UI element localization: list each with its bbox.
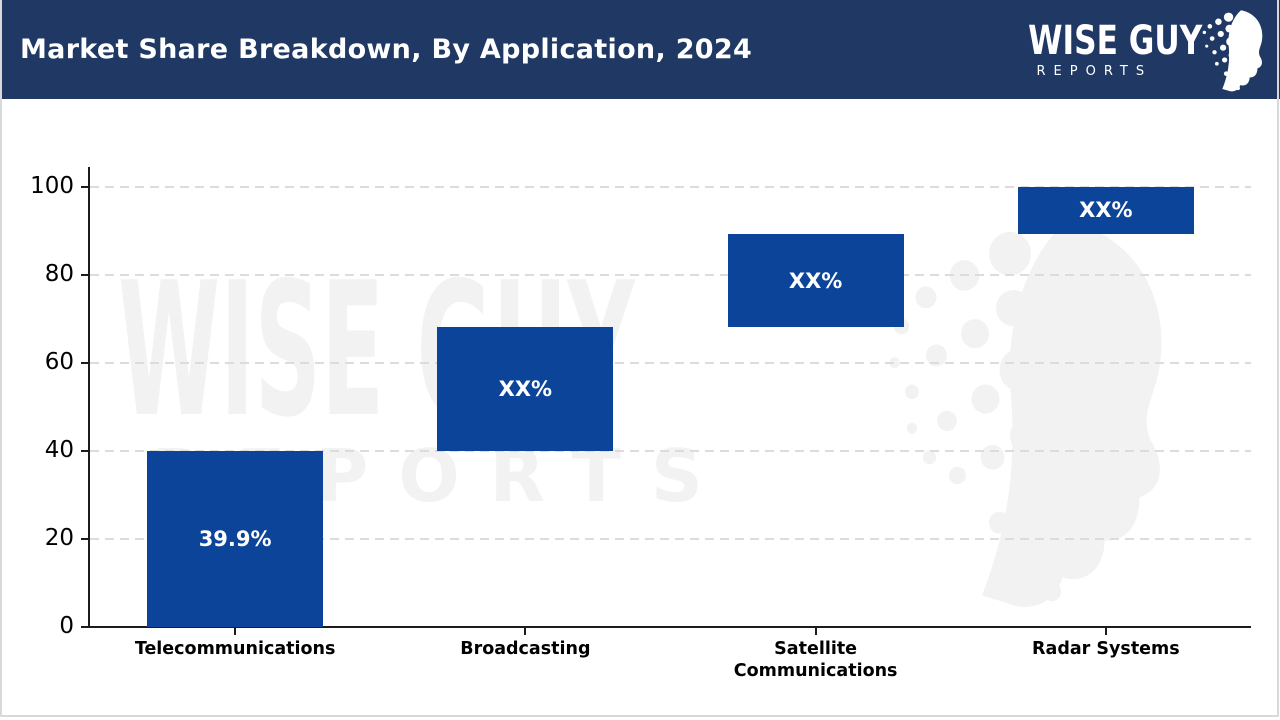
brand-reports-text: REPORTS — [1036, 64, 1153, 79]
y-tick-mark-60 — [81, 361, 89, 364]
y-tick-mark-0 — [81, 626, 89, 628]
bar-satellite-communications: XX% — [727, 233, 904, 328]
y-tick-label-60: 60 — [44, 348, 74, 375]
y-tick-mark-20 — [81, 537, 89, 540]
gridline-20 — [90, 537, 1251, 540]
y-tick-label-40: 40 — [44, 436, 74, 463]
x-category-label: Broadcasting — [460, 639, 591, 659]
gridline-60 — [90, 361, 1251, 364]
brand-head-icon — [1202, 10, 1263, 92]
y-tick-mark-100 — [81, 185, 89, 188]
brand-logo-text: WISE GUY REPORTS — [979, 21, 1202, 79]
y-tick-label-80: 80 — [44, 260, 74, 287]
y-tick-label-100: 100 — [30, 172, 74, 199]
gridline-40 — [90, 449, 1251, 452]
bar-broadcasting: XX% — [437, 327, 614, 452]
x-category-label: Radar Systems — [1032, 639, 1180, 659]
x-category-label: Satellite Communications — [733, 639, 898, 681]
x-category-label: Telecommunications — [134, 639, 336, 659]
x-tick-mark-1 — [234, 628, 237, 635]
header-band: Market Share Breakdown, By Application, … — [0, 0, 1280, 99]
gridline-80 — [90, 273, 1251, 276]
bar-value-label: XX% — [1079, 198, 1133, 223]
y-tick-label-0: 0 — [59, 613, 74, 639]
brand-logo: WISE GUY REPORTS — [979, 6, 1266, 94]
y-axis-line — [88, 167, 90, 628]
watermark-head-icon — [889, 220, 1162, 607]
brand-wordmark: WISE GUY — [1027, 18, 1202, 64]
bar-radar-systems: XX% — [1017, 186, 1194, 234]
x-tick-mark-4 — [1104, 628, 1107, 635]
x-tick-mark-2 — [524, 628, 527, 635]
x-tick-mark-3 — [814, 628, 817, 635]
x-axis-line — [86, 626, 1251, 628]
bar-value-label: XX% — [788, 268, 843, 293]
y-tick-mark-40 — [81, 449, 89, 452]
chart-title: Market Share Breakdown, By Application, … — [20, 34, 753, 65]
gridline-100 — [90, 185, 1251, 188]
bar-telecommunications: 39.9% — [147, 451, 324, 627]
y-tick-label-20: 20 — [44, 524, 74, 551]
bar-value-label: 39.9% — [198, 527, 272, 552]
bar-value-label: XX% — [498, 377, 553, 402]
y-tick-mark-80 — [81, 273, 89, 276]
